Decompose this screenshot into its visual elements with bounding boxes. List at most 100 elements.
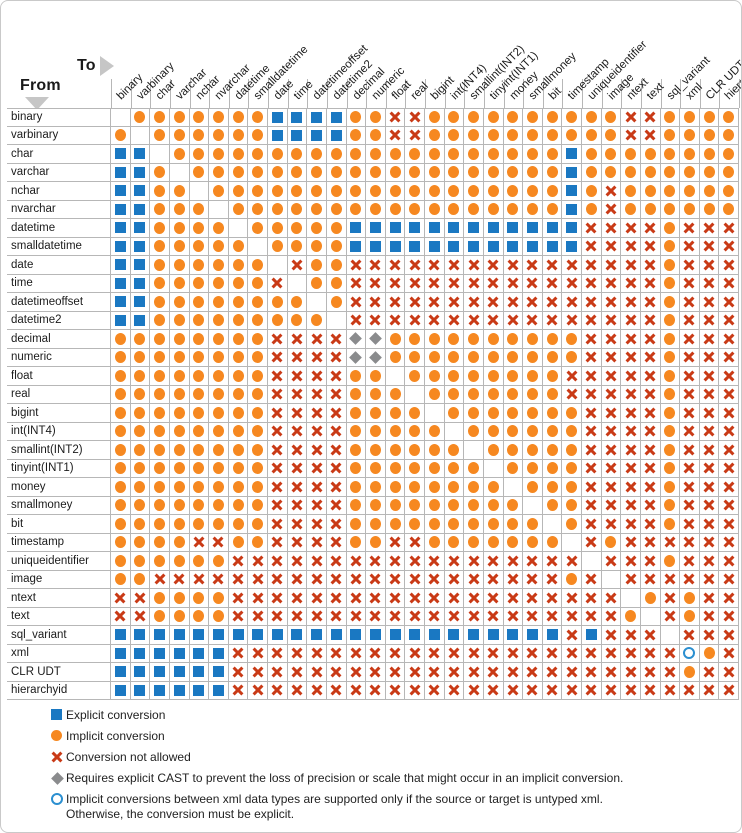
implicit-circle-icon [311,258,323,271]
column-tick [582,79,583,108]
not-allowed-x-icon [291,555,303,567]
matrix-cell [699,274,720,293]
matrix-cell [483,459,504,478]
not-allowed-x-icon [644,425,656,437]
row-label: timestamp [7,533,111,552]
implicit-circle-icon [526,443,538,456]
implicit-circle-icon [232,536,244,549]
matrix-cell [483,644,504,663]
matrix-cell [660,348,681,367]
not-allowed-x-icon [173,573,185,585]
not-allowed-x-icon [330,444,342,456]
explicit-square-icon [291,129,303,141]
matrix-cell [660,200,681,219]
not-allowed-x-icon [468,647,480,659]
matrix-cell [542,126,563,145]
row-label: real [7,385,111,404]
matrix-cell [385,293,406,312]
matrix-cell [621,570,641,589]
not-allowed-x-icon [291,592,303,604]
not-allowed-x-icon [311,573,323,585]
row-label: smallint(INT2) [7,441,111,460]
matrix-cell [150,459,170,478]
matrix-cell [366,108,386,127]
not-allowed-x-icon [683,407,695,419]
matrix-cell [601,163,622,182]
not-allowed-x-icon [703,425,715,437]
not-allowed-x-icon [487,314,499,326]
matrix-cell [562,311,582,330]
implicit-circle-icon [546,351,558,364]
matrix-row: sql_variant [7,626,739,645]
matrix-cell [464,219,484,238]
matrix-cell [326,644,347,663]
not-allowed-x-icon [291,518,303,530]
matrix-cell [268,126,288,145]
matrix-cell [523,219,543,238]
matrix-cell [326,163,347,182]
not-allowed-x-icon [369,259,381,271]
implicit-circle-icon [193,480,205,493]
matrix-cell [464,182,484,201]
implicit-circle-icon [369,462,381,475]
matrix-cell [209,533,229,552]
implicit-circle-icon [683,129,695,142]
implicit-circle-icon [252,351,264,364]
column-tick [169,79,171,108]
implicit-circle-icon [350,129,362,142]
matrix-cell [640,478,661,497]
row-label: int(INT4) [7,422,111,441]
explicit-square-icon [173,647,185,659]
matrix-cell [562,663,582,682]
matrix-cell [366,681,386,700]
explicit-square-icon [252,629,264,641]
matrix-cell [444,126,465,145]
matrix-cell [699,681,720,700]
not-allowed-x-icon [703,277,715,289]
matrix-cell [326,385,347,404]
matrix-cell [189,108,210,127]
matrix-cell [268,404,288,423]
column-tick [150,79,152,108]
matrix-cell [346,422,367,441]
matrix-cell [287,607,308,626]
implicit-circle-icon [114,554,126,567]
implicit-circle-icon [703,184,715,197]
implicit-circle-icon [193,147,205,160]
implicit-circle-icon [526,129,538,142]
not-allowed-x-icon [585,296,597,308]
matrix-cell [346,644,367,663]
explicit-square-icon [487,629,499,641]
matrix-cell [542,367,563,386]
matrix-cell [209,330,229,349]
matrix-cell [621,626,641,645]
not-allowed-x-icon [448,573,460,585]
matrix-row: money [7,478,739,497]
implicit-circle-icon [526,369,538,382]
implicit-circle-icon [703,647,715,660]
matrix-cell [326,552,347,571]
not-allowed-x-icon [507,277,519,289]
not-allowed-x-icon [703,610,715,622]
matrix-cell [405,219,425,238]
implicit-circle-icon [507,425,519,438]
implicit-circle-icon [212,295,224,308]
implicit-circle-icon [409,499,421,512]
matrix-cell [719,422,739,441]
matrix-cell [385,644,406,663]
implicit-circle-icon [173,277,185,290]
not-allowed-x-icon [389,314,401,326]
matrix-cell [523,496,543,515]
matrix-cell [601,441,622,460]
not-allowed-x-icon [468,555,480,567]
matrix-cell [268,533,288,552]
not-allowed-x-icon [487,666,499,678]
not-allowed-x-icon [605,518,617,530]
not-allowed-x-icon [644,111,656,123]
implicit-circle-icon [271,221,283,234]
implicit-circle-icon [448,406,460,419]
implicit-circle-icon [232,129,244,142]
not-allowed-x-icon [271,610,283,622]
not-allowed-x-icon [605,425,617,437]
matrix-cell [621,422,641,441]
